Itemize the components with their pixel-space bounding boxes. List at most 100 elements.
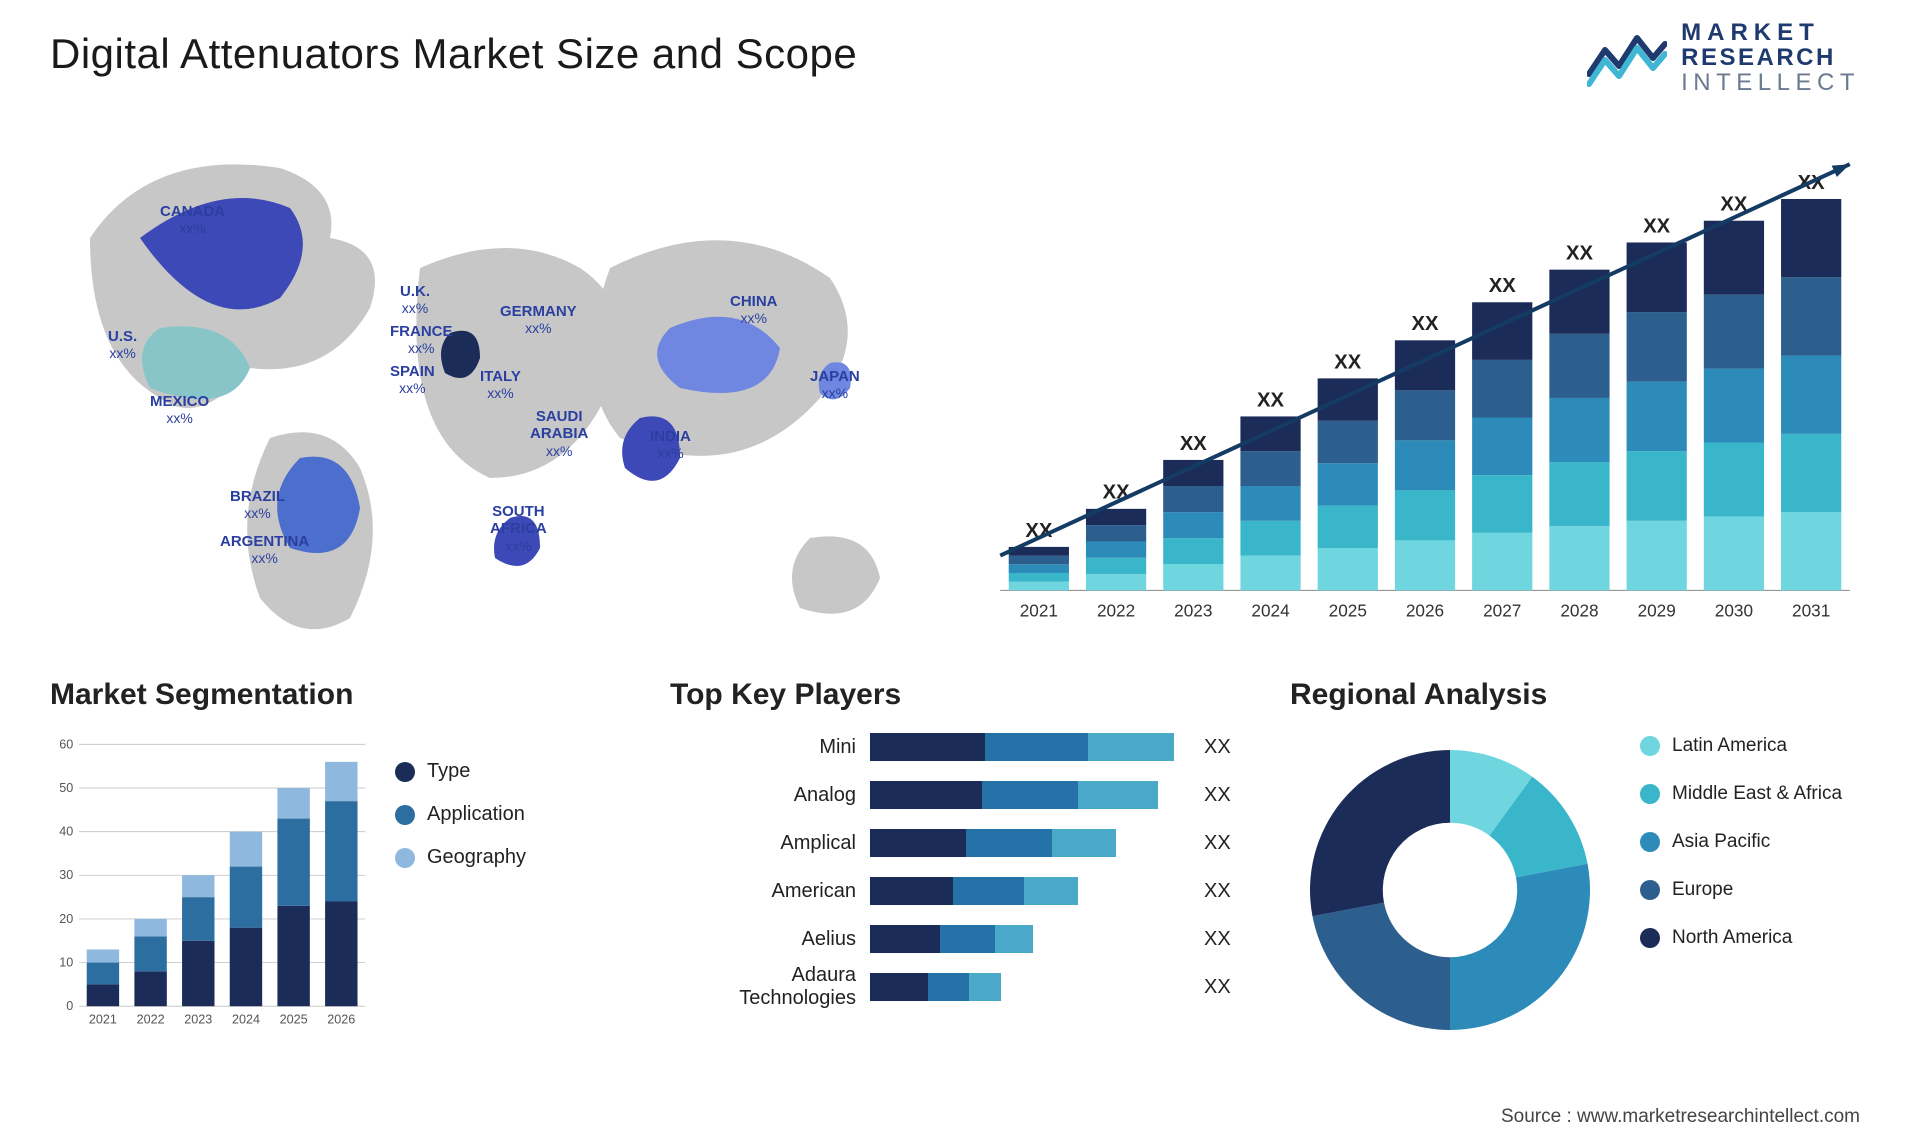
bar-segment bbox=[985, 733, 1087, 761]
legend-item: Middle East & Africa bbox=[1640, 783, 1842, 805]
bar-segment bbox=[995, 925, 1033, 953]
svg-text:2023: 2023 bbox=[184, 1013, 212, 1027]
map-label: MEXICOxx% bbox=[150, 393, 209, 426]
map-label: ITALYxx% bbox=[480, 368, 521, 401]
legend-label: Type bbox=[427, 760, 470, 783]
bar-segment bbox=[940, 925, 994, 953]
legend-label: Asia Pacific bbox=[1672, 831, 1770, 853]
key-player-row: Analog XX bbox=[670, 778, 1250, 812]
segmentation-title: Market Segmentation bbox=[50, 678, 630, 712]
bar-segment bbox=[953, 877, 1023, 905]
svg-text:2029: 2029 bbox=[1638, 601, 1676, 621]
key-player-label: Analog bbox=[670, 784, 870, 807]
key-player-value: XX bbox=[1190, 832, 1231, 855]
bar-segment bbox=[870, 877, 953, 905]
map-label: ARGENTINAxx% bbox=[220, 533, 309, 566]
svg-text:2023: 2023 bbox=[1174, 601, 1212, 621]
bar-segment bbox=[928, 973, 970, 1001]
key-player-label: Mini bbox=[670, 736, 870, 759]
svg-text:50: 50 bbox=[59, 781, 73, 795]
svg-text:XX: XX bbox=[1489, 275, 1516, 297]
key-player-value: XX bbox=[1190, 928, 1231, 951]
legend-label: Application bbox=[427, 803, 525, 826]
key-player-row: AmericanXX bbox=[670, 874, 1250, 908]
svg-text:2021: 2021 bbox=[1020, 601, 1058, 621]
legend-item: Asia Pacific bbox=[1640, 831, 1842, 853]
map-label: SOUTHAFRICAxx% bbox=[490, 503, 547, 554]
bar-segment bbox=[870, 781, 982, 809]
segmentation-panel: Market Segmentation 01020304050602021202… bbox=[50, 668, 630, 1098]
key-player-row: Aelius XX bbox=[670, 922, 1250, 956]
bar-segment bbox=[966, 829, 1052, 857]
segmentation-chart: 0102030405060202120222023202420252026 bbox=[50, 730, 370, 1040]
svg-text:2026: 2026 bbox=[1406, 601, 1444, 621]
bar-segment bbox=[870, 973, 928, 1001]
key-player-label: Amplical bbox=[670, 832, 870, 855]
key-player-label: Adaura Technologies bbox=[670, 964, 870, 1010]
svg-text:2026: 2026 bbox=[327, 1013, 355, 1027]
map-label: FRANCExx% bbox=[390, 323, 453, 356]
legend-item: Geography bbox=[395, 846, 526, 869]
regional-legend: Latin America Middle East & Africa Asia Pa… bbox=[1640, 730, 1842, 975]
key-player-bar bbox=[870, 925, 1190, 953]
map-label: INDIAxx% bbox=[650, 428, 691, 461]
legend-label: Geography bbox=[427, 846, 526, 869]
svg-text:XX: XX bbox=[1643, 215, 1670, 237]
svg-text:XX: XX bbox=[1412, 313, 1439, 335]
key-players-title: Top Key Players bbox=[670, 678, 1250, 712]
key-player-value: XX bbox=[1190, 976, 1231, 999]
key-player-bar bbox=[870, 829, 1190, 857]
svg-text:2022: 2022 bbox=[1097, 601, 1135, 621]
legend-swatch bbox=[1640, 928, 1660, 948]
svg-text:XX: XX bbox=[1334, 351, 1361, 373]
map-label: SAUDIARABIAxx% bbox=[530, 408, 588, 459]
regional-donut bbox=[1290, 730, 1610, 1050]
bar-segment bbox=[1024, 877, 1078, 905]
key-player-label: Aelius bbox=[670, 928, 870, 951]
bar-segment bbox=[969, 973, 1001, 1001]
key-player-bar bbox=[870, 781, 1190, 809]
legend-swatch bbox=[395, 848, 415, 868]
growth-chart: XX2021XX2022XX2023XX2024XX2025XX2026XX20… bbox=[980, 108, 1870, 648]
key-player-value: XX bbox=[1190, 784, 1231, 807]
source-caption: Source : www.marketresearchintellect.com bbox=[1501, 1106, 1860, 1128]
svg-text:2022: 2022 bbox=[137, 1013, 165, 1027]
key-player-bar bbox=[870, 973, 1190, 1001]
map-label: CANADAxx% bbox=[160, 203, 225, 236]
world-map-panel: CANADAxx%U.S.xx%MEXICOxx%BRAZILxx%ARGENT… bbox=[50, 108, 920, 648]
svg-text:XX: XX bbox=[1180, 433, 1207, 455]
key-player-row: Adaura TechnologiesXX bbox=[670, 970, 1250, 1004]
svg-text:0: 0 bbox=[66, 999, 73, 1013]
legend-item: Application bbox=[395, 803, 526, 826]
svg-text:2030: 2030 bbox=[1715, 601, 1753, 621]
legend-swatch bbox=[1640, 736, 1660, 756]
svg-text:2021: 2021 bbox=[89, 1013, 117, 1027]
legend-item: North America bbox=[1640, 927, 1842, 949]
legend-label: Europe bbox=[1672, 879, 1733, 901]
svg-text:XX: XX bbox=[1566, 243, 1593, 265]
map-label: SPAINxx% bbox=[390, 363, 435, 396]
key-player-row: Mini XX bbox=[670, 730, 1250, 764]
map-label: BRAZILxx% bbox=[230, 488, 285, 521]
legend-swatch bbox=[1640, 832, 1660, 852]
svg-text:2027: 2027 bbox=[1483, 601, 1521, 621]
bar-segment bbox=[982, 781, 1078, 809]
svg-text:40: 40 bbox=[59, 825, 73, 839]
bar-segment bbox=[1052, 829, 1116, 857]
map-label: CHINAxx% bbox=[730, 293, 778, 326]
legend-item: Type bbox=[395, 760, 526, 783]
svg-text:10: 10 bbox=[59, 955, 73, 969]
key-player-value: XX bbox=[1190, 880, 1231, 903]
svg-text:30: 30 bbox=[59, 868, 73, 882]
svg-text:2031: 2031 bbox=[1792, 601, 1830, 621]
bar-segment bbox=[1078, 781, 1158, 809]
regional-panel: Regional Analysis Latin AmericaMiddle Ea… bbox=[1290, 668, 1870, 1098]
key-players-chart: MiniXXAnalogXXAmplicalXXAmericanXXAelius… bbox=[670, 730, 1250, 1098]
bar-segment bbox=[870, 829, 966, 857]
legend-item: Latin America bbox=[1640, 735, 1842, 757]
key-player-value: XX bbox=[1190, 736, 1231, 759]
svg-text:2024: 2024 bbox=[1251, 601, 1290, 621]
legend-swatch bbox=[395, 762, 415, 782]
key-player-row: Amplical XX bbox=[670, 826, 1250, 860]
logo-line1: MARKET bbox=[1681, 20, 1860, 45]
